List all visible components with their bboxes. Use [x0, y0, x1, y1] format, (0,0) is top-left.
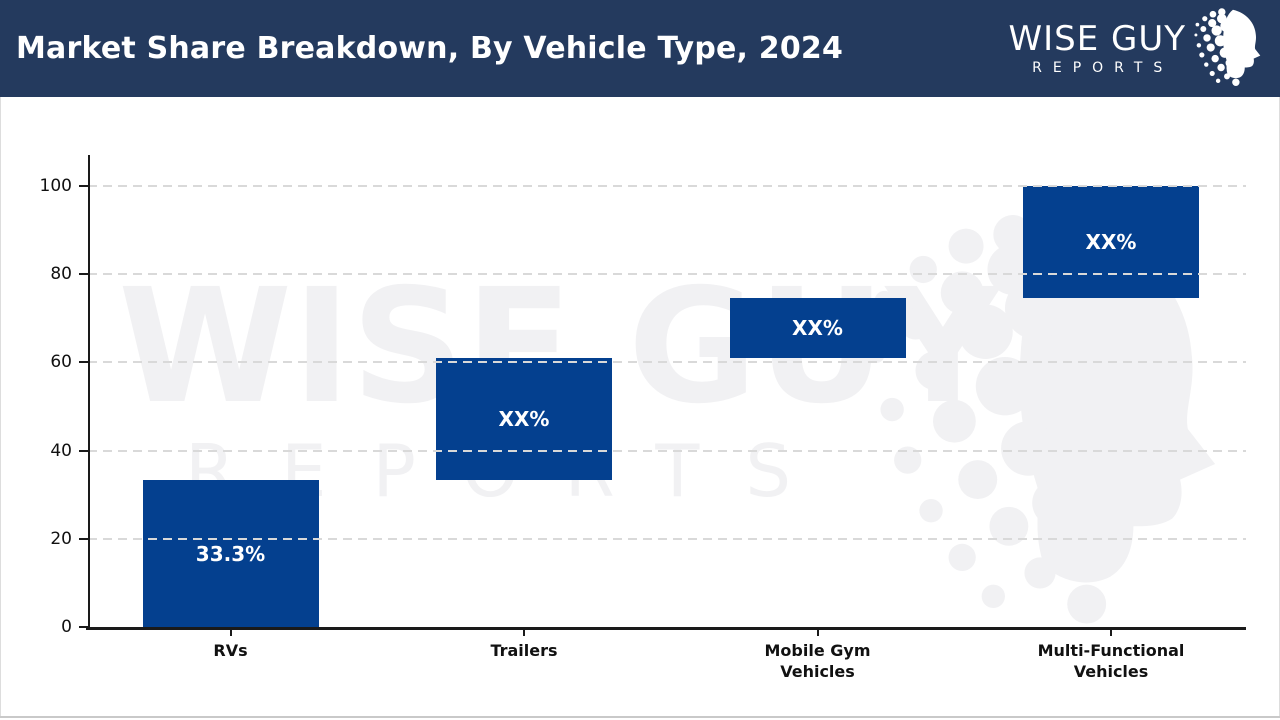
x-axis-category-label: Trailers: [490, 641, 558, 660]
y-axis-tick-label: 20: [50, 528, 72, 549]
x-tick-mark: [816, 627, 819, 636]
y-gridline: [88, 449, 1246, 452]
y-gridline: [88, 185, 1246, 187]
waterfall-bar: [1023, 186, 1199, 299]
page-left-border: [0, 97, 1, 717]
y-axis-line: [88, 155, 90, 630]
x-tick-mark: [229, 627, 232, 636]
waterfall-bar: [436, 357, 612, 481]
y-tick-mark: [79, 449, 88, 452]
bar-value-label: 33.3%: [195, 541, 266, 566]
wise-guy-logo: WISE GUY REPORTS: [1008, 6, 1264, 92]
logo-text: WISE GUY REPORTS: [1008, 22, 1186, 75]
y-gridline: [88, 361, 1246, 364]
logo-tagline: REPORTS: [1032, 60, 1174, 76]
y-gridline: [88, 273, 1246, 276]
bar-value-label: XX%: [792, 316, 843, 340]
x-axis-category-label: RVs: [213, 641, 248, 660]
y-axis-tick-label: 0: [61, 617, 72, 637]
bar-value-label: XX%: [498, 406, 550, 431]
y-tick-mark: [79, 626, 88, 628]
x-axis-line: [86, 627, 1246, 630]
waterfall-bar: [729, 298, 906, 358]
y-axis-tick-label: 40: [50, 440, 72, 461]
waterfall-bar: [142, 480, 319, 627]
bar-value-label: XX%: [1085, 230, 1137, 255]
page-bottom-border: [0, 716, 1280, 718]
y-tick-mark: [79, 537, 88, 540]
logo-wordmark: WISE GUY: [1008, 19, 1186, 59]
y-axis-tick-label: 80: [50, 264, 72, 285]
y-axis-tick-label: 60: [50, 352, 72, 373]
y-tick-mark: [79, 273, 88, 276]
x-tick-mark: [1110, 627, 1112, 636]
y-tick-mark: [79, 185, 88, 187]
x-axis-category-label: Mobile Gym Vehicles: [764, 641, 871, 681]
page-title: Market Share Breakdown, By Vehicle Type,…: [16, 31, 844, 66]
y-gridline: [88, 537, 1246, 540]
x-tick-mark: [523, 627, 525, 636]
x-axis-category-label: Multi-Functional Vehicles: [1037, 641, 1185, 681]
logo-head-icon: [1190, 6, 1264, 92]
y-tick-mark: [79, 361, 88, 364]
y-axis-tick-label: 100: [39, 176, 72, 196]
header: Market Share Breakdown, By Vehicle Type,…: [0, 0, 1280, 97]
